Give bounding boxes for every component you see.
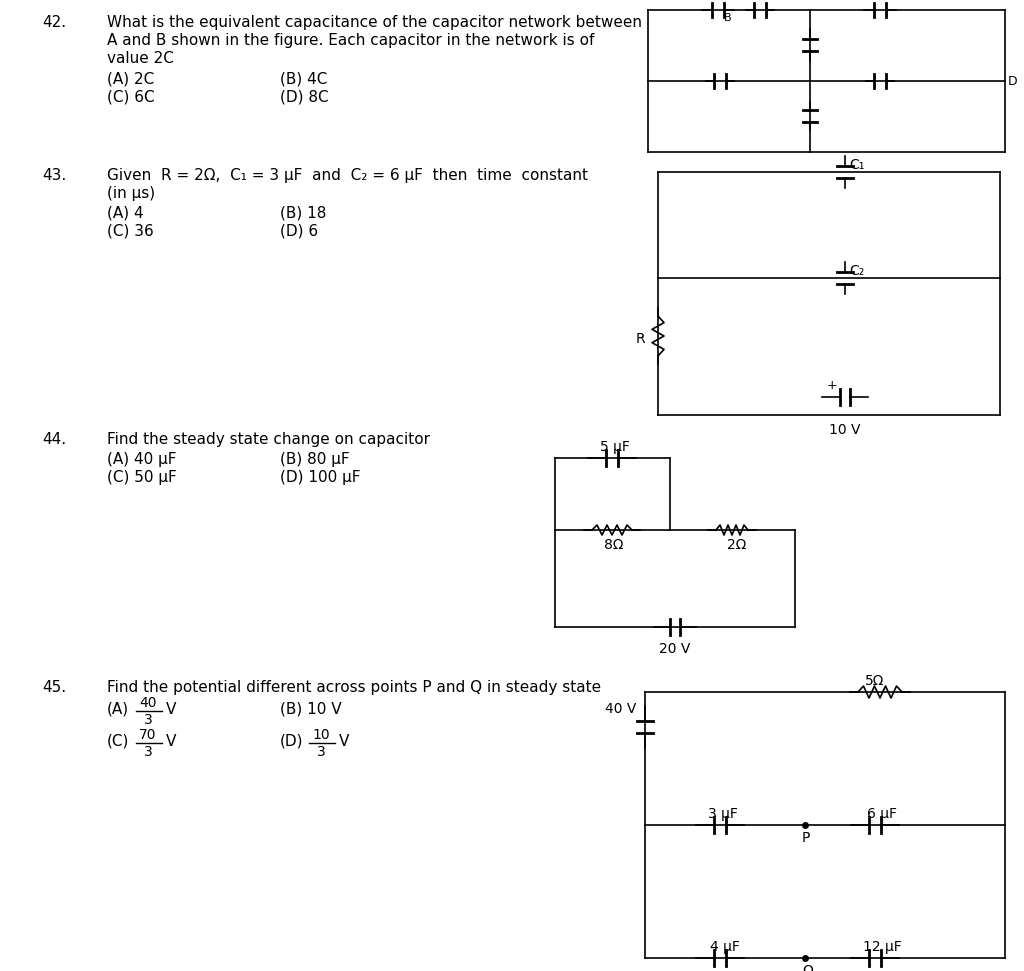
Text: (A) 40 μF: (A) 40 μF bbox=[106, 452, 176, 467]
Text: 3: 3 bbox=[316, 745, 326, 759]
Text: 3: 3 bbox=[143, 713, 153, 727]
Text: 8Ω: 8Ω bbox=[604, 538, 624, 552]
Text: (B) 10 V: (B) 10 V bbox=[280, 702, 342, 717]
Text: (D) 8C: (D) 8C bbox=[280, 90, 329, 105]
Text: 12 μF: 12 μF bbox=[863, 940, 902, 954]
Text: Find the potential different across points P and Q in steady state: Find the potential different across poin… bbox=[106, 680, 601, 695]
Text: (D) 6: (D) 6 bbox=[280, 224, 318, 239]
Text: (D) 100 μF: (D) 100 μF bbox=[280, 470, 360, 485]
Text: 42.: 42. bbox=[42, 15, 67, 30]
Text: +: + bbox=[827, 379, 838, 392]
Text: V: V bbox=[339, 734, 349, 749]
Text: 2Ω: 2Ω bbox=[727, 538, 746, 552]
Text: A and B shown in the figure. Each capacitor in the network is of: A and B shown in the figure. Each capaci… bbox=[106, 33, 594, 48]
Text: 4 μF: 4 μF bbox=[710, 940, 740, 954]
Text: P: P bbox=[802, 831, 810, 845]
Text: (C): (C) bbox=[106, 734, 129, 749]
Text: 45.: 45. bbox=[42, 680, 67, 695]
Text: (D): (D) bbox=[280, 734, 303, 749]
Text: (A) 2C: (A) 2C bbox=[106, 72, 155, 87]
Text: (A) 4: (A) 4 bbox=[106, 206, 143, 221]
Text: D: D bbox=[1008, 75, 1018, 88]
Text: 6 μF: 6 μF bbox=[867, 807, 897, 821]
Text: 3 μF: 3 μF bbox=[708, 807, 738, 821]
Text: 10: 10 bbox=[312, 728, 330, 742]
Text: 40 V: 40 V bbox=[605, 702, 636, 716]
Text: (B) 80 μF: (B) 80 μF bbox=[280, 452, 349, 467]
Text: (B) 4C: (B) 4C bbox=[280, 72, 328, 87]
Text: Q: Q bbox=[802, 964, 813, 971]
Text: (C) 36: (C) 36 bbox=[106, 224, 154, 239]
Text: V: V bbox=[166, 702, 176, 717]
Text: B: B bbox=[724, 13, 731, 23]
Text: value 2C: value 2C bbox=[106, 51, 174, 66]
Text: R: R bbox=[636, 332, 645, 346]
Text: 43.: 43. bbox=[42, 168, 67, 183]
Text: (C) 50 μF: (C) 50 μF bbox=[106, 470, 177, 485]
Text: (A): (A) bbox=[106, 702, 129, 717]
Text: (B) 18: (B) 18 bbox=[280, 206, 327, 221]
Text: Find the steady state change on capacitor: Find the steady state change on capacito… bbox=[106, 432, 430, 447]
Text: 10 V: 10 V bbox=[829, 423, 861, 437]
Text: V: V bbox=[166, 734, 176, 749]
Text: 44.: 44. bbox=[42, 432, 67, 447]
Text: C₁: C₁ bbox=[849, 158, 864, 172]
Text: (C) 6C: (C) 6C bbox=[106, 90, 155, 105]
Text: 20 V: 20 V bbox=[659, 642, 690, 656]
Text: 70: 70 bbox=[139, 728, 157, 742]
Text: 5Ω: 5Ω bbox=[865, 674, 885, 688]
Text: C₂: C₂ bbox=[849, 264, 864, 278]
Text: 5 μF: 5 μF bbox=[600, 440, 630, 454]
Text: 3: 3 bbox=[143, 745, 153, 759]
Text: (in μs): (in μs) bbox=[106, 186, 155, 201]
Text: 40: 40 bbox=[139, 696, 157, 710]
Text: Given  R = 2Ω,  C₁ = 3 μF  and  C₂ = 6 μF  then  time  constant: Given R = 2Ω, C₁ = 3 μF and C₂ = 6 μF th… bbox=[106, 168, 588, 183]
Text: What is the equivalent capacitance of the capacitor network between: What is the equivalent capacitance of th… bbox=[106, 15, 642, 30]
